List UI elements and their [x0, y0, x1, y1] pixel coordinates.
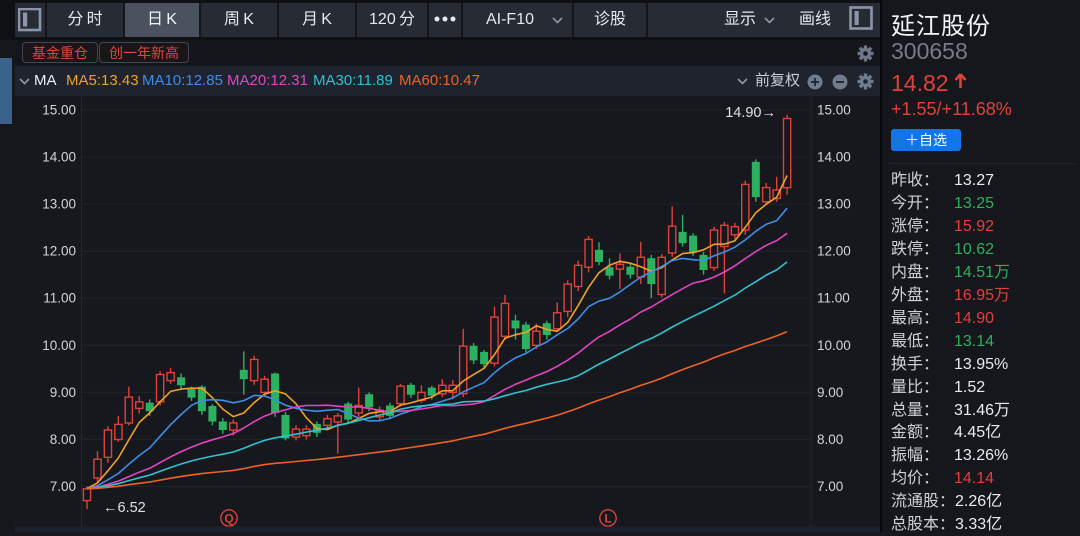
svg-text:15.00: 15.00: [817, 103, 851, 118]
svg-text:12.00: 12.00: [817, 244, 851, 259]
svg-text:13.00: 13.00: [42, 197, 76, 212]
svg-text:9.00: 9.00: [817, 385, 843, 400]
svg-text:Q: Q: [224, 512, 233, 526]
svg-text:13.00: 13.00: [817, 197, 851, 212]
svg-text:15.00: 15.00: [42, 103, 76, 118]
svg-text:L: L: [604, 512, 611, 526]
svg-text:11.00: 11.00: [817, 291, 850, 306]
svg-text:8.00: 8.00: [817, 432, 843, 447]
svg-text:7.00: 7.00: [817, 479, 843, 494]
svg-text:11.00: 11.00: [43, 291, 76, 306]
svg-text:14.00: 14.00: [42, 150, 76, 165]
svg-text:14.90→: 14.90→: [725, 105, 776, 121]
svg-text:14.00: 14.00: [817, 150, 851, 165]
svg-text:8.00: 8.00: [50, 432, 76, 447]
svg-text:12.00: 12.00: [42, 244, 76, 259]
svg-text:←6.52: ←6.52: [103, 500, 146, 516]
svg-text:9.00: 9.00: [50, 385, 76, 400]
svg-text:7.00: 7.00: [50, 479, 76, 494]
svg-text:10.00: 10.00: [42, 338, 76, 353]
svg-text:10.00: 10.00: [817, 338, 851, 353]
